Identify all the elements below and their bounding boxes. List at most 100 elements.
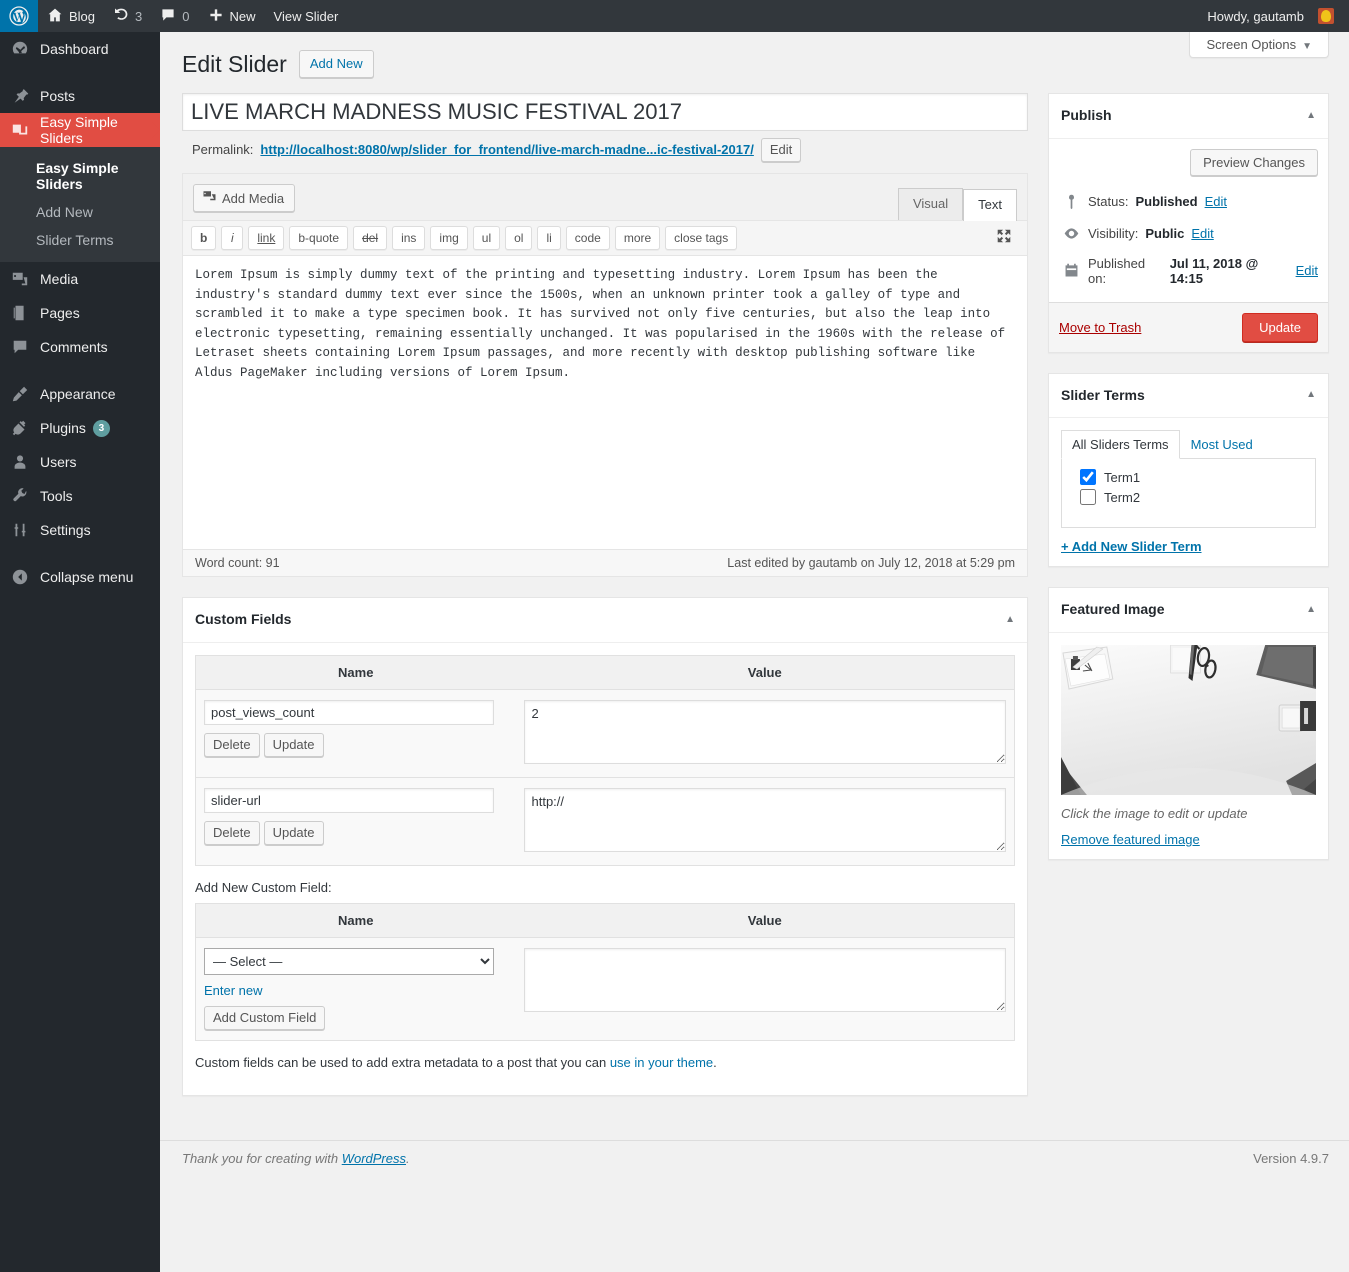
content-textarea[interactable]: Lorem Ipsum is simply dummy text of the …: [183, 256, 1027, 546]
my-account-menu[interactable]: Howdy, gautamb: [1198, 0, 1343, 32]
quicktag-ins[interactable]: ins: [392, 226, 426, 250]
custom-field-name-select[interactable]: — Select —: [204, 947, 494, 975]
wp-logo-menu[interactable]: [0, 0, 38, 32]
footer-thanks: Thank you for creating with WordPress.: [182, 1151, 410, 1166]
table-row: Delete Update 2: [195, 689, 1015, 778]
quicktag-link[interactable]: link: [248, 226, 285, 250]
sidebar-item-comments[interactable]: Comments: [0, 330, 160, 364]
featured-image-header[interactable]: Featured Image ▲: [1049, 588, 1328, 633]
sidebar-item-label: Dashboard: [40, 41, 109, 57]
move-to-trash-link[interactable]: Move to Trash: [1059, 319, 1142, 335]
sidebar-item-plugins[interactable]: Plugins 3: [0, 411, 160, 445]
sidebar-item-dashboard[interactable]: Dashboard: [0, 32, 160, 66]
featured-image-thumbnail[interactable]: [1061, 644, 1316, 795]
add-new-button[interactable]: Add New: [298, 50, 374, 78]
quicktag-ol[interactable]: ol: [505, 226, 533, 250]
add-media-button[interactable]: Add Media: [193, 184, 296, 212]
pin-icon: [10, 86, 30, 106]
comment-icon: [10, 337, 30, 357]
tab-text[interactable]: Text: [963, 189, 1017, 221]
post-editing-area: Permalink: http://localhost:8080/wp/slid…: [182, 93, 1329, 1096]
wordpress-link[interactable]: WordPress: [341, 1151, 406, 1166]
term-checkbox[interactable]: [1080, 469, 1096, 486]
add-custom-field-table: Name Value — Select —: [195, 902, 1015, 1041]
sidebar-item-pages[interactable]: Pages: [0, 296, 160, 330]
enter-new-link[interactable]: Enter new: [204, 982, 263, 998]
sidebar-item-collapse-menu[interactable]: Collapse menu: [0, 560, 160, 594]
sidebar-item-settings[interactable]: Settings: [0, 513, 160, 547]
sidebar-item-label: Pages: [40, 305, 80, 321]
menu-separator: [0, 547, 160, 560]
new-custom-field-value-textarea[interactable]: [523, 947, 1006, 1012]
custom-field-value-textarea[interactable]: 2: [523, 699, 1006, 764]
update-custom-field-button[interactable]: Update: [263, 820, 324, 845]
custom-field-value-textarea[interactable]: http://: [523, 787, 1006, 852]
slider-terms-checklist[interactable]: Term1 Term2: [1061, 458, 1316, 529]
quicktag-close-tags[interactable]: close tags: [665, 226, 738, 250]
fullscreen-expand-icon[interactable]: [995, 227, 1015, 247]
sidebar-item-media[interactable]: Media: [0, 262, 160, 296]
submenu-item-add-new[interactable]: Add New: [36, 204, 93, 220]
sidebar-item-tools[interactable]: Tools: [0, 479, 160, 513]
sidebar-item-label: Appearance: [40, 386, 116, 402]
tab-most-used[interactable]: Most Used: [1190, 437, 1253, 453]
custom-field-name-input[interactable]: [204, 787, 494, 813]
quicktag-ul[interactable]: ul: [472, 226, 501, 250]
quicktag-code[interactable]: code: [565, 226, 610, 250]
preview-changes-button[interactable]: Preview Changes: [1190, 148, 1318, 176]
tab-visual[interactable]: Visual: [897, 188, 964, 220]
submenu-item-slider-terms[interactable]: Slider Terms: [36, 232, 114, 248]
quicktag-li[interactable]: li: [537, 226, 561, 250]
edit-status-link[interactable]: Edit: [1204, 194, 1227, 210]
site-name-menu[interactable]: Blog: [38, 0, 104, 32]
remove-featured-image-link[interactable]: Remove featured image: [1061, 831, 1200, 847]
toggle-panel-icon[interactable]: ▲: [1306, 109, 1316, 121]
sidebar-item-users[interactable]: Users: [0, 445, 160, 479]
custom-fields-header[interactable]: Custom Fields ▲: [183, 598, 1027, 643]
table-header-row: Name Value: [195, 903, 1015, 938]
quicktag-b[interactable]: b: [191, 226, 217, 250]
edit-date-link[interactable]: Edit: [1295, 263, 1318, 279]
permalink-url[interactable]: http://localhost:8080/wp/slider_for_fron…: [260, 142, 754, 157]
slider-terms-header[interactable]: Slider Terms ▲: [1049, 374, 1328, 419]
submenu-item-easy-simple-sliders[interactable]: Easy Simple Sliders: [36, 160, 119, 192]
add-new-slider-term-link[interactable]: + Add New Slider Term: [1061, 539, 1202, 555]
quicktags-toolbar: b i link b-quote del ins img ul ol li co…: [183, 221, 1027, 256]
use-in-your-theme-link[interactable]: use in your theme: [609, 1054, 714, 1070]
quicktag-i[interactable]: i: [221, 226, 244, 250]
update-custom-field-button[interactable]: Update: [263, 732, 324, 757]
new-content-menu[interactable]: New: [199, 0, 265, 32]
quicktag-b-quote[interactable]: b-quote: [289, 226, 349, 250]
list-item[interactable]: Term1: [1072, 467, 1305, 487]
post-title-input[interactable]: [182, 93, 1028, 131]
plus-icon: [208, 7, 224, 26]
delete-custom-field-button[interactable]: Delete: [204, 732, 260, 757]
screen-options-button[interactable]: Screen Options ▼: [1189, 32, 1329, 58]
view-slider-label: View Slider: [273, 8, 339, 24]
featured-image-hint: Click the image to edit or update: [1061, 805, 1248, 821]
edit-permalink-button[interactable]: Edit: [760, 137, 802, 162]
quicktag-more[interactable]: more: [614, 226, 661, 250]
visibility-label: Visibility:: [1088, 226, 1139, 242]
edit-visibility-link[interactable]: Edit: [1191, 226, 1214, 242]
toggle-panel-icon[interactable]: ▲: [1306, 603, 1316, 615]
add-custom-field-button[interactable]: Add Custom Field: [204, 1005, 326, 1030]
toggle-panel-icon[interactable]: ▲: [1306, 389, 1316, 401]
tab-all-sliders-terms[interactable]: All Sliders Terms: [1061, 430, 1180, 460]
sidebar-item-posts[interactable]: Posts: [0, 79, 160, 113]
quicktag-del[interactable]: del: [353, 226, 388, 250]
footer-version: Version 4.9.7: [1253, 1151, 1329, 1166]
quicktag-img[interactable]: img: [430, 226, 468, 250]
custom-field-name-input[interactable]: [204, 699, 494, 725]
update-button[interactable]: Update: [1242, 312, 1318, 342]
view-slider-link[interactable]: View Slider: [265, 0, 348, 32]
term-checkbox[interactable]: [1080, 489, 1096, 506]
list-item[interactable]: Term2: [1072, 487, 1305, 507]
updates-menu[interactable]: 3: [104, 0, 151, 32]
delete-custom-field-button[interactable]: Delete: [204, 820, 260, 845]
publish-panel-header[interactable]: Publish ▲: [1049, 94, 1328, 139]
toggle-panel-icon[interactable]: ▲: [1005, 613, 1015, 625]
sidebar-item-easy-simple-sliders[interactable]: Easy Simple Sliders: [0, 113, 160, 147]
comments-menu[interactable]: 0: [151, 0, 198, 32]
sidebar-item-appearance[interactable]: Appearance: [0, 377, 160, 411]
